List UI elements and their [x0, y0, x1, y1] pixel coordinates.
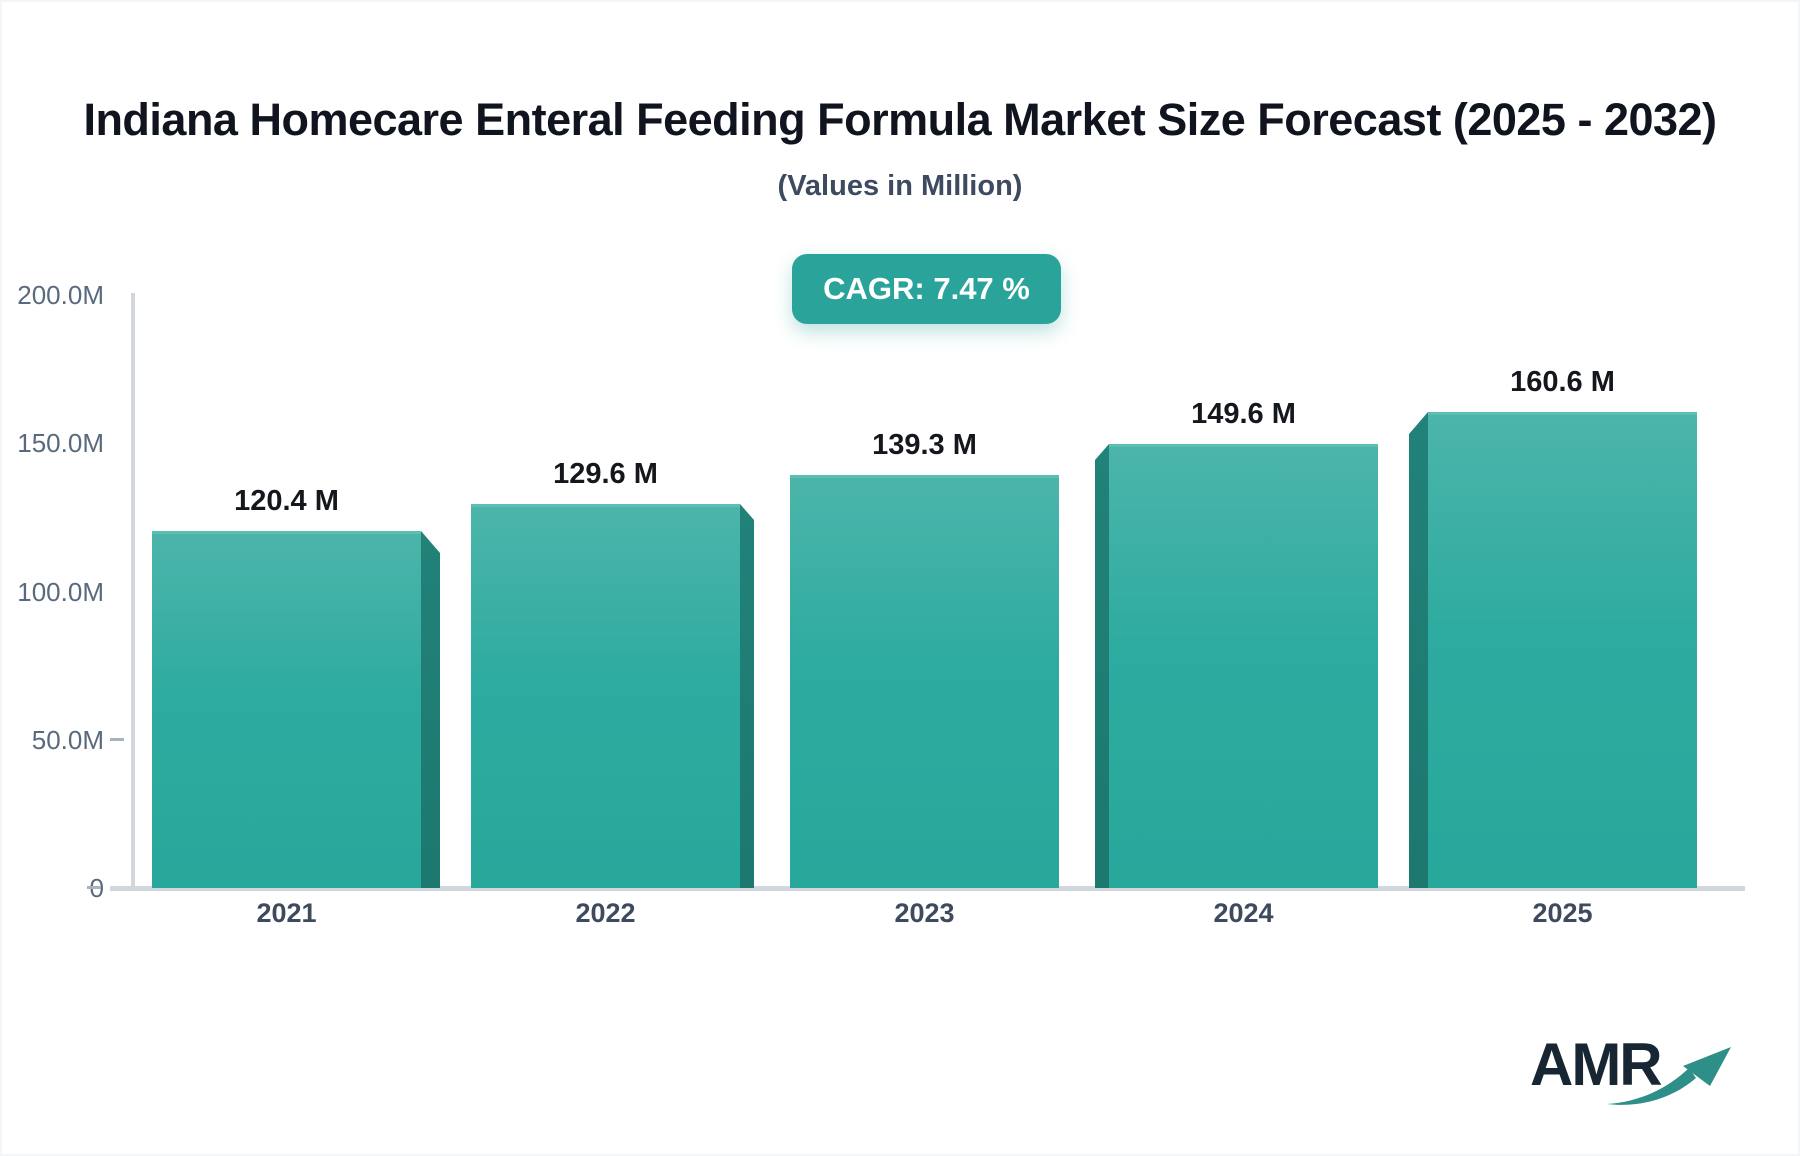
bar-value-label: 129.6 M [553, 458, 658, 490]
y-tick-label: 150.0M [17, 428, 104, 459]
chart-subtitle: (Values in Million) [777, 170, 1023, 202]
bar-value-label: 160.6 M [1510, 366, 1615, 398]
y-tick-mark [87, 886, 101, 889]
x-category-label: 2023 [894, 898, 955, 928]
chart-title: Indiana Homecare Enteral Feeding Formula… [83, 94, 1717, 145]
amr-logo: AMR [1530, 1030, 1731, 1120]
amr-logo-text: AMR [1530, 1031, 1663, 1098]
y-tick-label: 100.0M [17, 576, 104, 607]
bar-2024[interactable] [1109, 444, 1378, 888]
bar-2025[interactable] [1428, 412, 1697, 888]
x-category-label: 2024 [1213, 898, 1274, 928]
growth-arrow-icon [1607, 1047, 1731, 1105]
y-tick-mark [110, 737, 124, 741]
y-tick-label: 0 [12, 873, 126, 904]
bar-2023[interactable] [790, 475, 1059, 888]
x-category-label: 2021 [256, 898, 317, 928]
bar-2022[interactable] [471, 504, 740, 888]
x-category-label: 2025 [1532, 898, 1593, 928]
y-tick-label: 50.0M [31, 724, 104, 755]
bar-value-label: 120.4 M [234, 485, 339, 517]
x-axis-line [110, 886, 1745, 891]
bar-3d-side [1095, 444, 1109, 888]
y-tick-label: 200.0M [17, 280, 104, 310]
x-category-label: 2022 [575, 898, 636, 928]
bar-value-label: 139.3 M [872, 429, 977, 461]
bar-3d-side [1409, 412, 1428, 888]
y-axis-line [131, 293, 135, 888]
bar-2021[interactable] [152, 531, 421, 888]
bar-value-label: 149.6 M [1191, 398, 1296, 430]
bar-3d-side [421, 531, 440, 888]
bar-3d-side [740, 504, 754, 888]
cagr-badge[interactable]: CAGR: 7.47 % [792, 254, 1061, 324]
